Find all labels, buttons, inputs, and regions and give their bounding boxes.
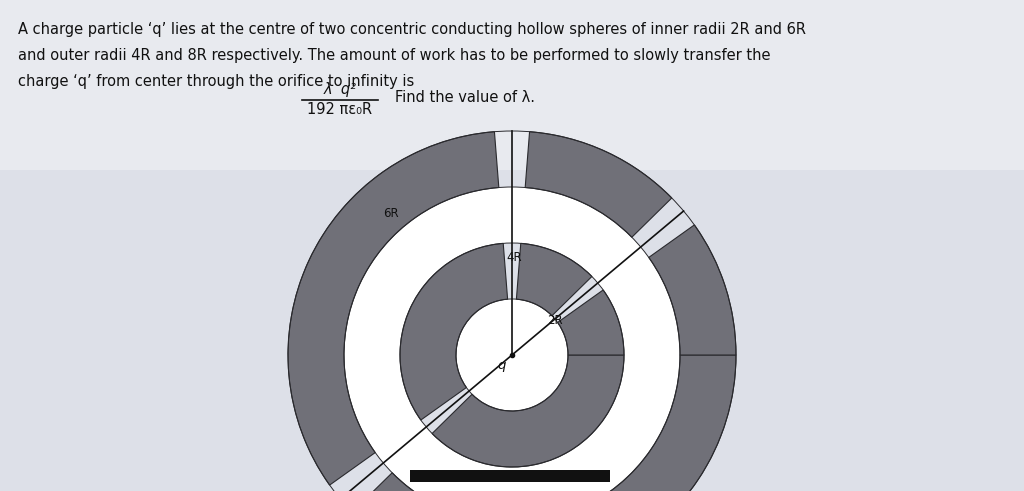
Wedge shape xyxy=(516,244,592,316)
Bar xyxy=(0,0,1024,170)
Wedge shape xyxy=(525,132,672,237)
Circle shape xyxy=(456,299,568,411)
Text: 192 πε₀R: 192 πε₀R xyxy=(307,102,373,117)
Text: A charge particle ‘q’ lies at the centre of two concentric conducting hollow sph: A charge particle ‘q’ lies at the centre… xyxy=(18,22,806,37)
Text: 2R: 2R xyxy=(547,314,563,327)
Wedge shape xyxy=(558,290,624,355)
Text: q: q xyxy=(498,359,506,372)
Wedge shape xyxy=(288,132,499,485)
Wedge shape xyxy=(432,355,624,467)
Text: charge ‘q’ from center through the orifice to infinity is: charge ‘q’ from center through the orifi… xyxy=(18,74,415,89)
Wedge shape xyxy=(649,225,736,355)
Wedge shape xyxy=(400,244,508,420)
Text: Find the value of λ.: Find the value of λ. xyxy=(395,89,535,105)
Wedge shape xyxy=(344,187,680,491)
Text: 6R: 6R xyxy=(383,207,398,220)
Text: and outer radii 4R and 8R respectively. The amount of work has to be performed t: and outer radii 4R and 8R respectively. … xyxy=(18,48,770,63)
Text: λ  q²: λ q² xyxy=(324,82,356,97)
Wedge shape xyxy=(352,355,736,491)
Text: 4R: 4R xyxy=(506,251,522,264)
Bar xyxy=(410,470,610,482)
